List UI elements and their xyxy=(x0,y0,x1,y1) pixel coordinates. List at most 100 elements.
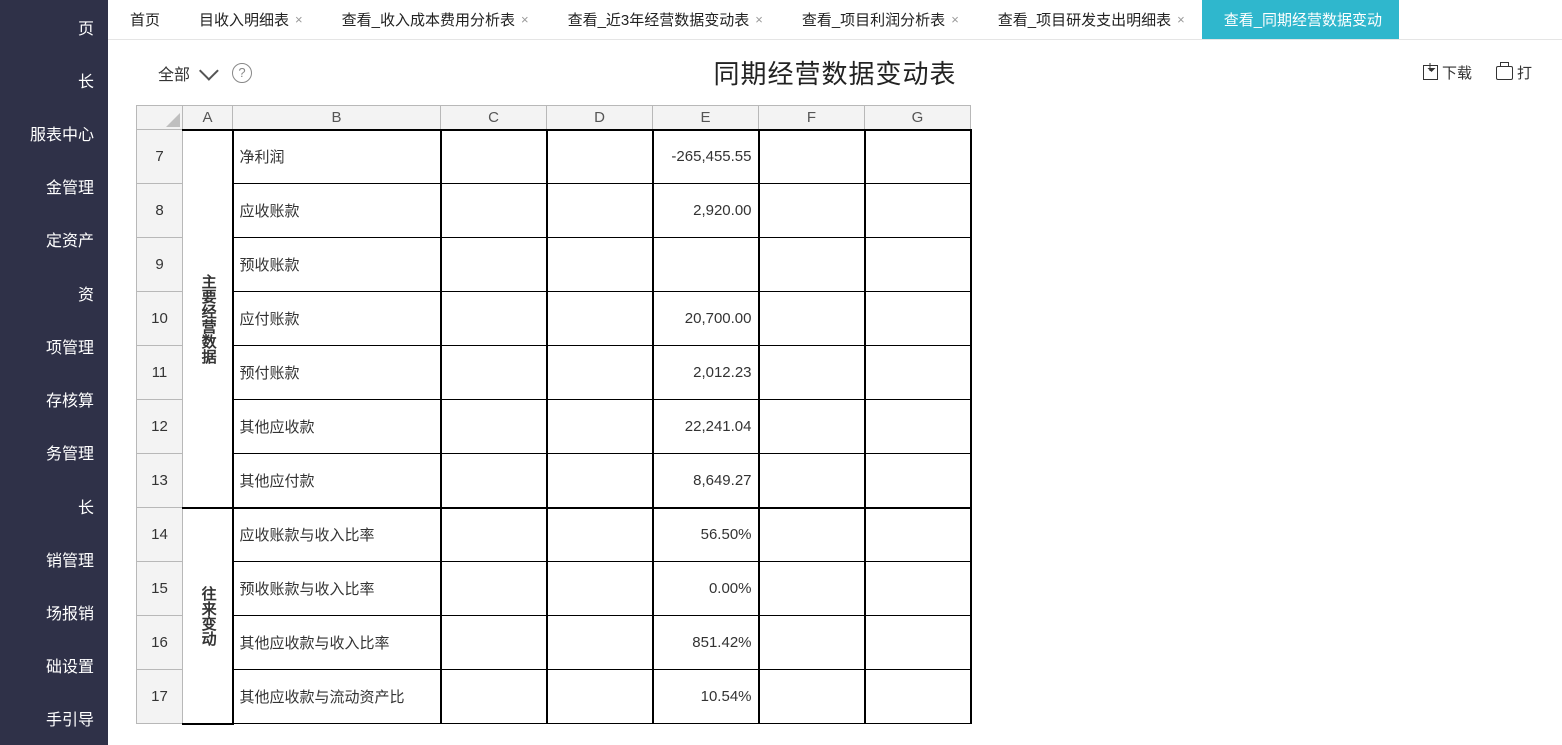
filter-dropdown[interactable]: 全部 ? xyxy=(158,61,252,85)
cell[interactable] xyxy=(441,130,547,184)
row-number[interactable]: 10 xyxy=(137,292,183,346)
tab-3year-data[interactable]: 查看_近3年经营数据变动表× xyxy=(546,0,780,39)
cell[interactable] xyxy=(547,562,653,616)
cell[interactable]: 预收账款与收入比率 xyxy=(233,562,441,616)
cell[interactable] xyxy=(441,400,547,454)
tab-home[interactable]: 首页 xyxy=(108,0,177,39)
cell[interactable]: 应收账款 xyxy=(233,184,441,238)
tab-period-data[interactable]: 查看_同期经营数据变动 xyxy=(1202,0,1399,39)
cell[interactable] xyxy=(759,454,865,508)
sidebar-item[interactable]: 销管理 xyxy=(0,532,108,585)
cell[interactable]: -265,455.55 xyxy=(653,130,759,184)
cell[interactable] xyxy=(441,346,547,400)
cell[interactable]: 应付账款 xyxy=(233,292,441,346)
sidebar-item[interactable]: 存核算 xyxy=(0,373,108,426)
sidebar-item[interactable]: 定资产 xyxy=(0,213,108,266)
row-number[interactable]: 16 xyxy=(137,616,183,670)
cell[interactable]: 应收账款与收入比率 xyxy=(233,508,441,562)
cell[interactable] xyxy=(653,238,759,292)
cell[interactable]: 10.54% xyxy=(653,670,759,724)
sidebar-item[interactable]: 础设置 xyxy=(0,639,108,692)
sidebar-item[interactable]: 资 xyxy=(0,266,108,319)
cell[interactable]: 预付账款 xyxy=(233,346,441,400)
col-header[interactable]: E xyxy=(653,106,759,130)
cell[interactable] xyxy=(441,454,547,508)
cell[interactable] xyxy=(865,130,971,184)
cell[interactable] xyxy=(547,346,653,400)
cell[interactable] xyxy=(759,508,865,562)
sidebar-item[interactable]: 项管理 xyxy=(0,319,108,372)
cell[interactable] xyxy=(759,130,865,184)
cell[interactable] xyxy=(759,292,865,346)
sidebar-item[interactable]: 服表中心 xyxy=(0,106,108,159)
cell[interactable] xyxy=(441,508,547,562)
cell[interactable] xyxy=(759,616,865,670)
cell[interactable] xyxy=(865,346,971,400)
cell[interactable]: 其他应收款与收入比率 xyxy=(233,616,441,670)
cell[interactable] xyxy=(865,184,971,238)
close-icon[interactable]: × xyxy=(295,12,303,27)
cell[interactable]: 8,649.27 xyxy=(653,454,759,508)
tab-cost-analysis[interactable]: 查看_收入成本费用分析表× xyxy=(320,0,546,39)
row-number[interactable]: 17 xyxy=(137,670,183,724)
cell[interactable] xyxy=(547,292,653,346)
col-header[interactable]: A xyxy=(183,106,233,130)
col-header[interactable]: C xyxy=(441,106,547,130)
cell[interactable] xyxy=(759,562,865,616)
print-button[interactable]: 打 xyxy=(1496,62,1532,83)
col-header[interactable]: B xyxy=(233,106,441,130)
cell[interactable] xyxy=(759,670,865,724)
close-icon[interactable]: × xyxy=(1177,12,1185,27)
cell[interactable]: 其他应收款与流动资产比 xyxy=(233,670,441,724)
cell[interactable] xyxy=(865,562,971,616)
cell[interactable] xyxy=(865,400,971,454)
cell[interactable] xyxy=(547,130,653,184)
row-number[interactable]: 9 xyxy=(137,238,183,292)
cell[interactable] xyxy=(547,238,653,292)
cell[interactable] xyxy=(441,562,547,616)
download-button[interactable]: 下载 xyxy=(1423,62,1472,83)
cell[interactable]: 22,241.04 xyxy=(653,400,759,454)
col-header[interactable]: G xyxy=(865,106,971,130)
cell[interactable] xyxy=(865,670,971,724)
row-number[interactable]: 15 xyxy=(137,562,183,616)
cell[interactable] xyxy=(759,184,865,238)
cell[interactable]: 20,700.00 xyxy=(653,292,759,346)
col-header[interactable]: D xyxy=(547,106,653,130)
sidebar-item[interactable]: 长 xyxy=(0,53,108,106)
cell[interactable] xyxy=(547,508,653,562)
cell[interactable] xyxy=(865,238,971,292)
cell[interactable]: 其他应收款 xyxy=(233,400,441,454)
cell[interactable]: 其他应付款 xyxy=(233,454,441,508)
sidebar-item[interactable]: 手引导 xyxy=(0,692,108,745)
row-number[interactable]: 14 xyxy=(137,508,183,562)
tab-rd-expense[interactable]: 查看_项目研发支出明细表× xyxy=(976,0,1202,39)
cell[interactable] xyxy=(441,184,547,238)
cell[interactable] xyxy=(865,616,971,670)
select-all-corner[interactable] xyxy=(137,106,183,130)
row-number[interactable]: 8 xyxy=(137,184,183,238)
cell[interactable]: 2,920.00 xyxy=(653,184,759,238)
cell[interactable] xyxy=(865,454,971,508)
spreadsheet[interactable]: A B C D E F G 7主要经营数据净利润-265,455.558应收账款… xyxy=(108,105,1562,745)
cell[interactable]: 2,012.23 xyxy=(653,346,759,400)
cell[interactable] xyxy=(865,508,971,562)
cell[interactable] xyxy=(547,454,653,508)
cell[interactable] xyxy=(441,670,547,724)
row-number[interactable]: 13 xyxy=(137,454,183,508)
tab-project-profit[interactable]: 查看_项目利润分析表× xyxy=(780,0,976,39)
cell[interactable] xyxy=(441,238,547,292)
cell[interactable] xyxy=(441,616,547,670)
cell[interactable] xyxy=(759,400,865,454)
sidebar-item[interactable]: 金管理 xyxy=(0,160,108,213)
sidebar-item[interactable]: 长 xyxy=(0,479,108,532)
tab-income-detail[interactable]: 目收入明细表× xyxy=(177,0,320,39)
cell[interactable] xyxy=(759,346,865,400)
cell[interactable] xyxy=(547,400,653,454)
cell[interactable]: 851.42% xyxy=(653,616,759,670)
row-number[interactable]: 7 xyxy=(137,130,183,184)
help-icon[interactable]: ? xyxy=(232,63,252,83)
cell[interactable] xyxy=(547,616,653,670)
cell[interactable]: 净利润 xyxy=(233,130,441,184)
cell[interactable] xyxy=(547,670,653,724)
